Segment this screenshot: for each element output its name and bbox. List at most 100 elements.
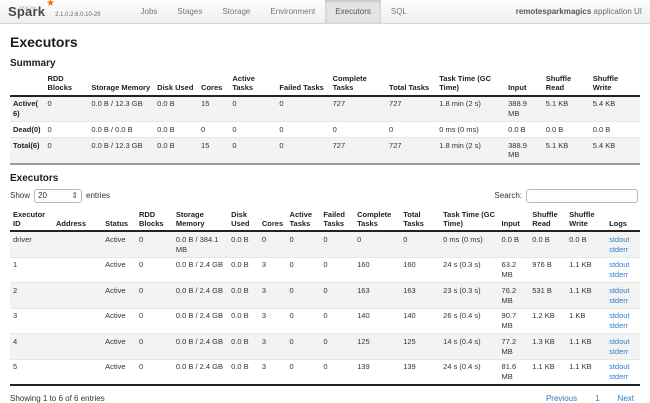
executors-column-header: Shuffle Read (529, 208, 567, 233)
executor-cell: 0 (135, 256, 173, 283)
summary-cell: 0.0 B / 12.3 GB (88, 137, 155, 164)
executor-cell: 0.0 B / 384.1 MB (175, 234, 219, 254)
pagination-next[interactable]: Next (617, 394, 634, 403)
executors-column-header: Logs (606, 208, 640, 233)
summary-cell: 0 (229, 137, 277, 164)
summary-column-header: Active Tasks (229, 73, 277, 97)
stdout-log-link[interactable]: stdout (609, 362, 630, 372)
tab-jobs[interactable]: Jobs (140, 7, 158, 16)
executor-cell: 0.0 B (228, 256, 259, 283)
summary-column-header (10, 73, 45, 97)
stderr-log-link[interactable]: stderr (609, 372, 629, 381)
executor-row-driver: driver Active 0 0.0 B / 384.1 MB 0.0 B 0 0 0 0 0 0… (10, 231, 640, 258)
summary-row-label: Active(6) (13, 99, 39, 118)
search-input[interactable] (526, 188, 638, 203)
summary-cell: 388.9 MB (508, 99, 527, 118)
summary-column-header: Disk Used (154, 73, 199, 97)
stderr-log-link[interactable]: stderr (609, 321, 629, 330)
stdout-log-link[interactable]: stdout (609, 311, 630, 321)
stderr-log-link[interactable]: stderr (609, 346, 629, 356)
tab-environment[interactable]: Environment (270, 7, 316, 16)
executor-cell: Active (102, 307, 136, 334)
executor-cell: 139 (354, 358, 401, 386)
summary-cell: 5.1 KB (545, 99, 569, 109)
executor-id-cell: driver (13, 234, 32, 244)
executor-logs-cell: stdout stderr (606, 231, 640, 257)
pagination-page-1[interactable]: 1 (595, 394, 600, 403)
executor-cell: 24 s (0.3 s) (440, 256, 499, 283)
stderr-log-link[interactable]: stderr (609, 295, 629, 305)
spark-brand: APACHE Spark ★ 2.1.0.2.6.0.10-29 (8, 0, 101, 23)
tab-storage[interactable]: Storage (222, 7, 251, 16)
stderr-log-link[interactable]: stderr (609, 244, 629, 254)
summary-column-header: Cores (198, 73, 230, 97)
executor-cell (53, 358, 103, 386)
executor-cell: 81.6 MB (498, 358, 530, 386)
tab-stages[interactable]: Stages (177, 7, 203, 16)
entries-label: entries (86, 191, 111, 200)
stdout-log-link[interactable]: stdout (609, 260, 630, 270)
executor-cell: 1.2 KB (529, 307, 567, 334)
executors-column-header: Input (498, 208, 530, 233)
spark-logo-text: Spark (8, 3, 46, 19)
executor-cell: 0 (286, 307, 321, 334)
summary-row-total6: Total(6) 0 0.0 B / 12.3 GB 0.0 B 15 0 0 727 727 1… (10, 137, 640, 164)
tab-executors[interactable]: Executors (325, 0, 381, 23)
executors-heading: Executors (10, 172, 59, 184)
page-content: Executors Summary RDD Blocks Storage Memo… (0, 34, 650, 403)
executor-cell: Active (102, 333, 136, 360)
executor-cell: 0 (320, 307, 355, 334)
summary-cell: 0 (44, 121, 89, 138)
executors-column-header: Active Tasks (286, 208, 321, 233)
summary-cell: 0.0 B (542, 121, 590, 138)
executor-cell: 125 (400, 333, 441, 360)
executor-cell: 3 (258, 333, 287, 360)
select-arrows-icon: ⇕ (71, 190, 79, 200)
executor-cell: 77.2 MB (498, 333, 530, 360)
executor-logs-cell: stdout stderr (606, 282, 640, 309)
stdout-log-link[interactable]: stdout (609, 234, 630, 244)
executor-cell: 0 (135, 333, 173, 360)
summary-cell: 0 (276, 137, 330, 164)
executor-cell: 163 (354, 282, 401, 309)
executors-column-header: Status (102, 208, 136, 233)
executor-cell: 14 s (0.4 s) (440, 333, 499, 360)
executor-cell: 0.0 B / 2.4 GB (172, 333, 229, 360)
executor-cell (53, 307, 103, 334)
executor-cell: Active (105, 234, 126, 244)
summary-cell: 727 (386, 137, 437, 164)
executor-cell: 0.0 B (228, 307, 259, 334)
spark-logo: APACHE Spark ★ (8, 0, 55, 19)
executor-cell: 23 s (0.3 s) (440, 282, 499, 309)
show-label: Show (10, 191, 31, 200)
nav-tabs: Jobs Stages Storage Environment Executors SQL (131, 0, 417, 23)
executor-cell: 0.0 B / 2.4 GB (172, 256, 229, 283)
stderr-log-link[interactable]: stderr (609, 270, 629, 279)
summary-cell: 15 (198, 137, 230, 164)
spark-version: 2.1.0.2.6.0.10-29 (55, 11, 101, 18)
executor-row-4: 4 Active 0 0.0 B / 2.4 GB 0.0 B 3 0 0 125 125 14 s… (10, 333, 640, 360)
summary-column-header: Shuffle Write (589, 73, 640, 97)
pagination-previous[interactable]: Previous (545, 394, 578, 403)
tab-sql[interactable]: SQL (390, 7, 407, 16)
executor-cell: 139 (400, 358, 441, 386)
executor-id-cell: 2 (10, 282, 54, 309)
search-control: Search: (494, 188, 640, 203)
executor-cell (53, 256, 103, 283)
executor-cell: 0 (320, 256, 355, 283)
executor-row-3: 3 Active 0 0.0 B / 2.4 GB 0.0 B 3 0 0 140 140 26 s… (10, 307, 640, 334)
executor-cell: 3 (258, 307, 287, 334)
summary-cell: 727 (389, 99, 402, 109)
executor-cell: 3 (258, 256, 287, 283)
executor-cell (53, 333, 103, 360)
executor-cell: 63.2 MB (498, 256, 530, 283)
executor-cell: 0 (286, 256, 321, 283)
summary-heading: Summary (10, 58, 56, 69)
entries-select[interactable]: 20 ⇕ (34, 188, 83, 203)
executor-cell (53, 282, 103, 309)
executor-cell: 0 (135, 282, 173, 309)
executor-logs-cell: stdout stderr (606, 307, 640, 334)
stdout-log-link[interactable]: stdout (609, 336, 630, 346)
stdout-log-link[interactable]: stdout (609, 285, 630, 295)
summary-cell: 0 (47, 99, 52, 109)
